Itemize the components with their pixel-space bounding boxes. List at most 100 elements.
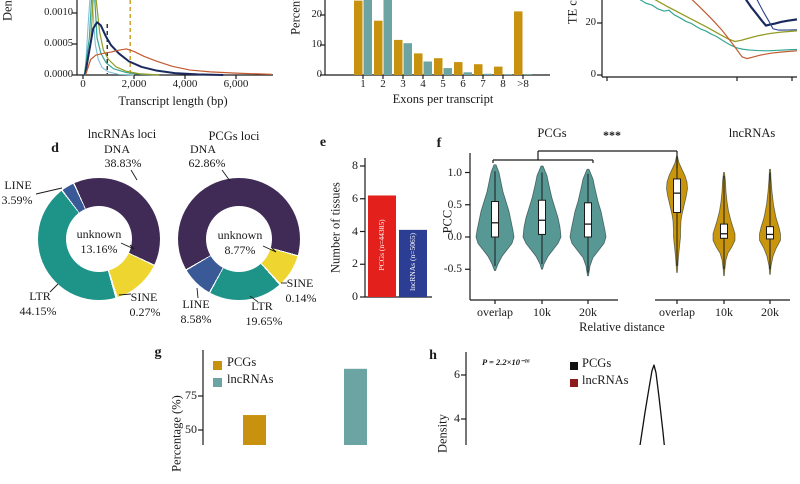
- d-leader-line: [35, 187, 63, 195]
- a-ytick: 0.0010: [44, 7, 73, 18]
- b-x-axis-title: Exons per transcript: [392, 92, 494, 106]
- d-left-dna-label: DNA: [104, 142, 130, 156]
- g-bar-lncrnas: [344, 368, 367, 445]
- a-curve-lightblue: [84, 0, 135, 76]
- h-legend-label-lncrnas: lncRNAs: [582, 373, 629, 387]
- b-bar-pcgs: [434, 58, 443, 75]
- b-xtick: 7: [480, 78, 486, 90]
- f-ytick: -0.5: [443, 263, 462, 276]
- d-leader-line: [130, 169, 138, 181]
- f-xtick: overlap: [477, 305, 513, 319]
- f-group-title-pcgs: PCGs: [537, 126, 567, 140]
- d-right-line-label: LINE: [182, 297, 210, 311]
- a-x-axis-title: Transcript length (bp): [118, 94, 228, 108]
- c-curve-navy-thick: [745, 0, 798, 27]
- e-bar-label-lncrnas: lncRNAs (n=5065): [408, 233, 418, 291]
- a-y-axis-title: Density: [0, 0, 15, 22]
- d-leader-line: [262, 245, 277, 253]
- d-left-unknown-pct: 13.16%: [80, 242, 118, 256]
- panel-letter-f: f: [436, 136, 442, 151]
- e-ytick: 0: [352, 289, 358, 303]
- b-ytick: 10: [311, 39, 323, 50]
- e-ytick: 6: [352, 190, 358, 205]
- d-left-unknown-label: unknown: [76, 227, 122, 241]
- c-curve-olive: [654, 0, 798, 43]
- d-right-line-pct: 8.58%: [180, 312, 212, 326]
- c-ytick: 0: [590, 69, 596, 80]
- f-xtick: 10k: [533, 305, 551, 319]
- d-right-dna-label: DNA: [190, 142, 216, 156]
- h-legend-swatch-lncrnas: [570, 379, 578, 387]
- b-ytick: 0: [316, 69, 322, 80]
- b-bar-lncrnas: [463, 72, 472, 75]
- d-left-ltr-label: LTR: [29, 289, 51, 303]
- f-box: [538, 199, 546, 235]
- d-leader-line: [120, 242, 135, 250]
- d-leader-line: [118, 293, 132, 296]
- c-curve-orange: [691, 0, 798, 60]
- f-xtick: 20k: [579, 305, 597, 319]
- donut-lncrnas-loci: [38, 178, 160, 300]
- panel-letter-g: g: [154, 345, 162, 360]
- b-bar-lncrnas: [523, 74, 532, 75]
- b-ytick: 20: [311, 9, 323, 20]
- f-ytick: 0.5: [447, 198, 462, 211]
- a-xtick: 0: [80, 78, 86, 90]
- a-xtick: 4,000: [172, 78, 198, 90]
- a-ytick: 0.0005: [44, 38, 73, 49]
- f-box: [766, 226, 774, 240]
- h-density-curve-PCGs-density: [639, 364, 665, 445]
- f-xtick: 20k: [761, 305, 779, 319]
- f-box: [673, 178, 681, 213]
- d-title-pcgs-loci: PCGs loci: [208, 129, 260, 143]
- b-xtick: 5: [440, 78, 446, 90]
- d-left-line-pct: 3.59%: [1, 193, 33, 207]
- b-xtick: 8: [500, 78, 506, 90]
- d-right-sine-pct: 0.14%: [285, 291, 317, 305]
- d-leader-line: [221, 169, 231, 182]
- d-right-unknown-label: unknown: [217, 228, 263, 242]
- f-ytick: 1.0: [447, 166, 462, 179]
- f-significance-stars: ***: [603, 128, 621, 142]
- b-xtick: 6: [460, 78, 466, 90]
- b-xtick: 3: [400, 78, 406, 90]
- panel-letter-e: e: [319, 135, 327, 150]
- h-p-value: P = 2.2×10⁻¹⁶: [482, 357, 530, 367]
- b-bar-pcgs: [414, 53, 423, 75]
- d-left-sine-label: SINE: [130, 290, 158, 304]
- g-legend-swatch-lncrnas: [213, 378, 222, 387]
- b-bar-pcgs: [394, 39, 403, 75]
- panel-letter-d: d: [51, 141, 59, 156]
- d-right-ltr-label: LTR: [251, 299, 273, 313]
- b-bar-lncrnas: [403, 43, 412, 75]
- b-bar-pcgs: [514, 11, 523, 75]
- c-curve-teal: [639, 0, 798, 52]
- b-bar-lncrnas: [423, 61, 432, 75]
- f-x-axis-title: Relative distance: [579, 320, 665, 334]
- donut-hole: [66, 206, 132, 272]
- d-leader-line: [271, 247, 277, 253]
- b-bar-lncrnas: [363, 0, 372, 75]
- e-ytick: 2: [352, 256, 358, 271]
- donut-pcgs-loci: [178, 178, 300, 300]
- g-legend-swatch-pcgs: [213, 361, 222, 370]
- d-leader-line: [49, 283, 59, 293]
- b-bar-lncrnas: [503, 74, 512, 75]
- a-curve-orange: [84, 48, 272, 76]
- e-ytick: 8: [352, 158, 358, 172]
- g-legend-label-lncrnas: lncRNAs: [227, 372, 274, 386]
- e-bar-pcgs: [368, 195, 396, 297]
- b-bar-pcgs: [374, 20, 383, 75]
- f-ytick: 0.0: [447, 231, 462, 243]
- b-bar-lncrnas: [383, 0, 392, 75]
- c-ytick: 20: [585, 17, 597, 28]
- b-bar-lncrnas: [443, 68, 452, 75]
- b-xtick: 4: [420, 78, 426, 90]
- f-box: [491, 201, 499, 238]
- d-right-ltr-pct: 19.65%: [245, 314, 283, 328]
- e-ytick: 4: [352, 223, 358, 238]
- f-box: [584, 202, 592, 238]
- a-curve-olive: [84, 0, 160, 76]
- a-xtick: 6,000: [223, 78, 249, 90]
- b-bar-pcgs: [454, 62, 463, 75]
